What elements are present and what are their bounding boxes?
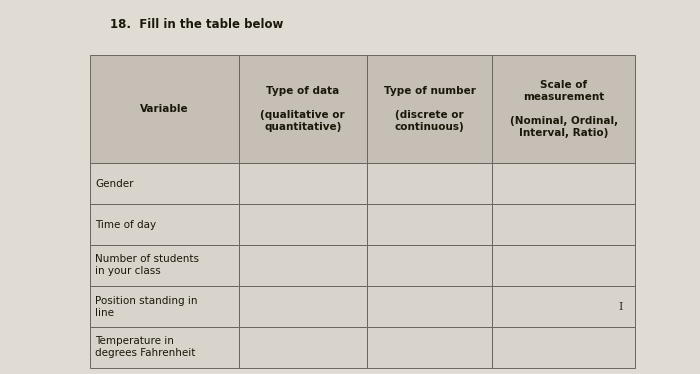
Text: 18.  Fill in the table below: 18. Fill in the table below xyxy=(110,18,284,31)
Bar xyxy=(239,55,367,163)
Bar xyxy=(90,163,239,204)
Bar xyxy=(367,286,492,327)
Bar xyxy=(90,55,239,163)
Text: Variable: Variable xyxy=(140,104,188,114)
Bar xyxy=(492,163,635,204)
Bar xyxy=(492,286,635,327)
Text: Type of number

(discrete or
continuous): Type of number (discrete or continuous) xyxy=(384,86,475,132)
Bar xyxy=(239,163,367,204)
Bar xyxy=(90,204,239,245)
Bar xyxy=(492,204,635,245)
Text: Temperature in
degrees Fahrenheit: Temperature in degrees Fahrenheit xyxy=(95,337,195,359)
Text: Time of day: Time of day xyxy=(95,220,156,230)
Bar xyxy=(492,55,635,163)
Bar xyxy=(367,327,492,368)
Bar xyxy=(367,204,492,245)
Text: Type of data

(qualitative or
quantitative): Type of data (qualitative or quantitativ… xyxy=(260,86,345,132)
Bar xyxy=(90,286,239,327)
Bar xyxy=(239,286,367,327)
Bar xyxy=(367,55,492,163)
Text: Gender: Gender xyxy=(95,178,134,188)
Bar xyxy=(90,327,239,368)
Bar xyxy=(239,327,367,368)
Bar xyxy=(367,163,492,204)
Bar xyxy=(239,204,367,245)
Text: Scale of
measurement

(Nominal, Ordinal,
Interval, Ratio): Scale of measurement (Nominal, Ordinal, … xyxy=(510,80,617,138)
Text: Number of students
in your class: Number of students in your class xyxy=(95,254,199,276)
Text: Position standing in
line: Position standing in line xyxy=(95,295,197,318)
Text: I: I xyxy=(619,301,623,312)
Bar xyxy=(367,245,492,286)
Bar xyxy=(492,245,635,286)
Bar xyxy=(492,327,635,368)
Bar xyxy=(239,245,367,286)
Bar xyxy=(90,245,239,286)
